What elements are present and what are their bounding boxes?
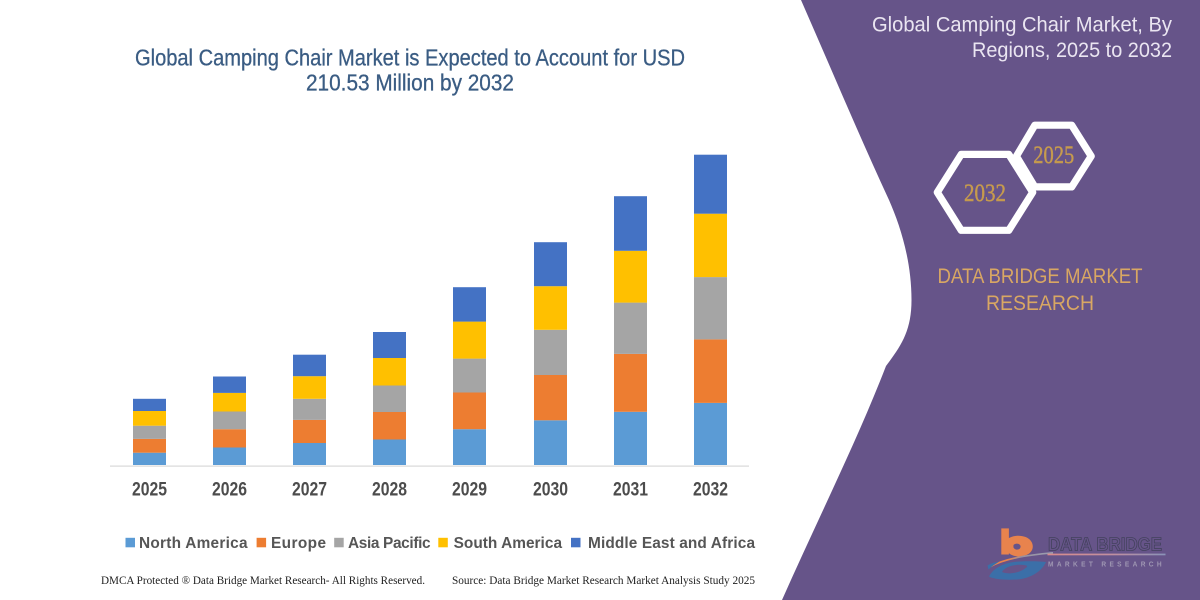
- svg-text:Regions, 2025 to 2032: Regions, 2025 to 2032: [972, 39, 1172, 62]
- svg-text:2025: 2025: [1033, 142, 1074, 169]
- svg-text:2028: 2028: [372, 479, 407, 501]
- svg-text:2032: 2032: [693, 479, 728, 501]
- svg-text:2030: 2030: [533, 479, 568, 501]
- svg-text:210.53 Million by 2032: 210.53 Million by 2032: [306, 70, 514, 96]
- svg-text:RESEARCH: RESEARCH: [986, 291, 1094, 315]
- svg-text:Source: Data Bridge Market Res: Source: Data Bridge Market Research Mark…: [452, 573, 755, 587]
- svg-text:Global Camping Chair Market, B: Global Camping Chair Market, By: [872, 14, 1172, 37]
- svg-text:South America: South America: [454, 535, 563, 552]
- svg-text:Global Camping Chair Market is: Global Camping Chair Market is Expected …: [135, 45, 685, 71]
- svg-text:2025: 2025: [132, 479, 167, 501]
- svg-text:North America: North America: [139, 535, 248, 552]
- svg-text:2029: 2029: [452, 479, 487, 501]
- svg-text:2026: 2026: [212, 479, 247, 501]
- svg-text:DMCA Protected ® Data Bridge M: DMCA Protected ® Data Bridge Market Rese…: [101, 573, 425, 587]
- svg-text:MARKET RESEARCH: MARKET RESEARCH: [1048, 559, 1165, 568]
- svg-text:Asia Pacific: Asia Pacific: [348, 535, 431, 552]
- svg-text:2027: 2027: [292, 479, 327, 501]
- svg-text:DATA BRIDGE MARKET: DATA BRIDGE MARKET: [938, 264, 1143, 288]
- svg-text:2032: 2032: [964, 180, 1006, 207]
- svg-text:2031: 2031: [613, 479, 648, 501]
- svg-text:Europe: Europe: [271, 535, 326, 552]
- svg-text:Middle East and Africa: Middle East and Africa: [588, 535, 755, 552]
- svg-text:DATA BRIDGE: DATA BRIDGE: [1048, 535, 1162, 555]
